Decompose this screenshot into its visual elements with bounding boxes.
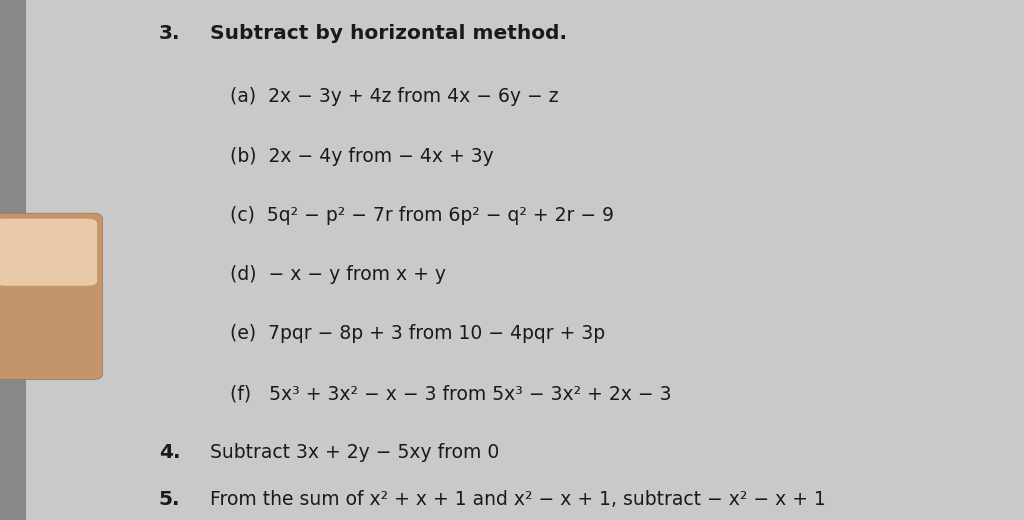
FancyBboxPatch shape — [0, 213, 102, 380]
Text: Subtract by horizontal method.: Subtract by horizontal method. — [210, 24, 567, 43]
Text: 5.: 5. — [159, 490, 180, 509]
Text: Subtract 3x + 2y − 5xy from 0: Subtract 3x + 2y − 5xy from 0 — [210, 443, 499, 462]
Text: (f)   5x³ + 3x² − x − 3 from 5x³ − 3x² + 2x − 3: (f) 5x³ + 3x² − x − 3 from 5x³ − 3x² + 2… — [230, 384, 672, 403]
Text: 3.: 3. — [159, 24, 180, 43]
Text: (c)  5q² − p² − 7r from 6p² − q² + 2r − 9: (c) 5q² − p² − 7r from 6p² − q² + 2r − 9 — [230, 206, 614, 225]
Text: 4.: 4. — [159, 443, 180, 462]
FancyBboxPatch shape — [0, 218, 97, 286]
Text: From the sum of x² + x + 1 and x² − x + 1, subtract − x² − x + 1: From the sum of x² + x + 1 and x² − x + … — [210, 490, 825, 509]
Text: (e)  7pqr − 8p + 3 from 10 − 4pqr + 3p: (e) 7pqr − 8p + 3 from 10 − 4pqr + 3p — [230, 324, 605, 343]
Text: (b)  2x − 4y from − 4x + 3y: (b) 2x − 4y from − 4x + 3y — [230, 147, 495, 165]
Bar — [0, 0, 26, 520]
Text: (d)  − x − y from x + y: (d) − x − y from x + y — [230, 265, 446, 284]
Text: (a)  2x − 3y + 4z from 4x − 6y − z: (a) 2x − 3y + 4z from 4x − 6y − z — [230, 87, 559, 106]
